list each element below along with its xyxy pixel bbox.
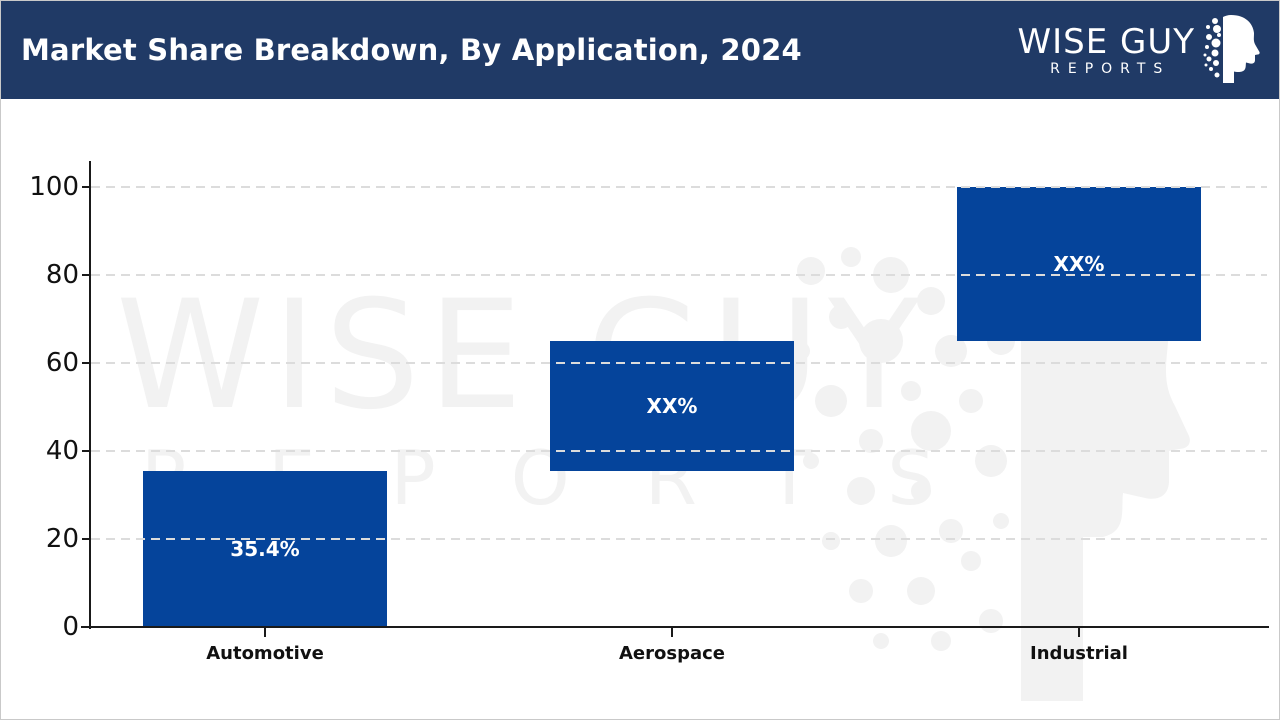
page-title: Market Share Breakdown, By Application, … — [21, 33, 802, 67]
gridline — [91, 450, 1267, 452]
gridline — [91, 538, 1267, 540]
y-axis-tick-label: 40 — [45, 436, 79, 466]
x-axis-line — [81, 626, 1269, 628]
y-axis-tick-label: 80 — [45, 260, 79, 290]
y-axis-tick-label: 100 — [29, 172, 79, 202]
logo-brand-name: WISE GUY — [1017, 21, 1195, 62]
bar-value-label: XX% — [1053, 252, 1105, 276]
bar-value-label: XX% — [646, 394, 698, 419]
gridline — [91, 274, 1267, 276]
bar-value-label: 35.4% — [230, 537, 300, 562]
y-axis-tick — [82, 450, 90, 452]
y-axis-tick-label: 20 — [45, 524, 79, 554]
y-axis-tick — [82, 186, 90, 188]
wiseguy-logo: WISE GUY REPORTS — [1017, 13, 1261, 87]
header-bar: Market Share Breakdown, By Application, … — [1, 1, 1279, 99]
x-axis-tick — [671, 628, 673, 637]
x-axis-category-label: Aerospace — [618, 643, 725, 664]
y-axis-tick — [82, 362, 90, 364]
y-axis-tick-label: 0 — [62, 612, 79, 642]
gridline — [91, 362, 1267, 364]
x-axis-category-label: Automotive — [206, 643, 324, 664]
wiseguy-face-icon — [1201, 13, 1261, 87]
gridline — [91, 186, 1267, 188]
x-axis-tick — [1078, 628, 1080, 637]
y-axis-tick-label: 60 — [45, 348, 79, 378]
logo-brand-subtitle: REPORTS — [1050, 60, 1171, 77]
x-axis-tick — [264, 628, 266, 637]
watermark-face-icon — [771, 231, 1191, 705]
y-axis-tick — [82, 274, 90, 276]
wiseguy-logo-text: WISE GUY REPORTS — [1017, 25, 1195, 76]
bar-industrial: XX% — [957, 187, 1201, 341]
y-axis-line — [89, 161, 91, 629]
y-axis-tick — [82, 538, 90, 540]
x-axis-category-label: Industrial — [1030, 643, 1128, 664]
bar-automotive: 35.4% — [143, 471, 387, 627]
